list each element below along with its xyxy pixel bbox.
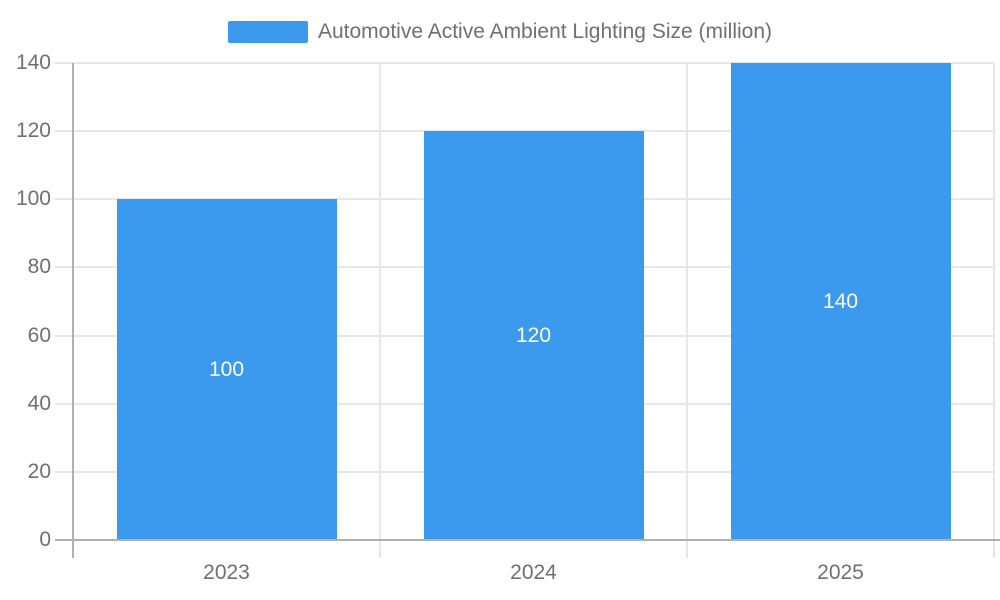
y-axis-tick-label: 20 — [27, 459, 51, 483]
bar-value-label: 100 — [208, 357, 245, 381]
x-gridline — [686, 63, 688, 558]
x-axis-tick-label: 2024 — [510, 561, 557, 584]
y-gridline — [55, 62, 994, 64]
bar — [423, 131, 644, 540]
legend-item[interactable]: Automotive Active Ambient Lighting Size … — [0, 19, 1000, 45]
x-gridline — [379, 63, 381, 558]
bar-value-label: 140 — [822, 289, 859, 313]
y-axis-tick-label: 40 — [27, 391, 51, 415]
y-axis-tick-label: 100 — [15, 187, 51, 211]
y-axis-tick-label: 80 — [27, 255, 51, 279]
legend-label: Automotive Active Ambient Lighting Size … — [317, 20, 773, 43]
legend-swatch — [227, 21, 308, 43]
bar — [730, 63, 951, 540]
x-gridline — [993, 63, 995, 558]
y-axis-tick-label: 120 — [15, 119, 51, 143]
y-axis-tick-label: 140 — [15, 51, 51, 74]
y-axis-tick-label: 0 — [39, 528, 51, 551]
y-axis-tick-label: 60 — [27, 323, 51, 347]
x-axis-line — [55, 539, 1000, 541]
x-axis-tick-label: 2025 — [817, 561, 864, 584]
x-axis-tick-label: 2023 — [203, 561, 250, 584]
bar-value-label: 120 — [515, 323, 552, 347]
bar — [116, 199, 337, 540]
y-axis-line — [72, 63, 74, 558]
